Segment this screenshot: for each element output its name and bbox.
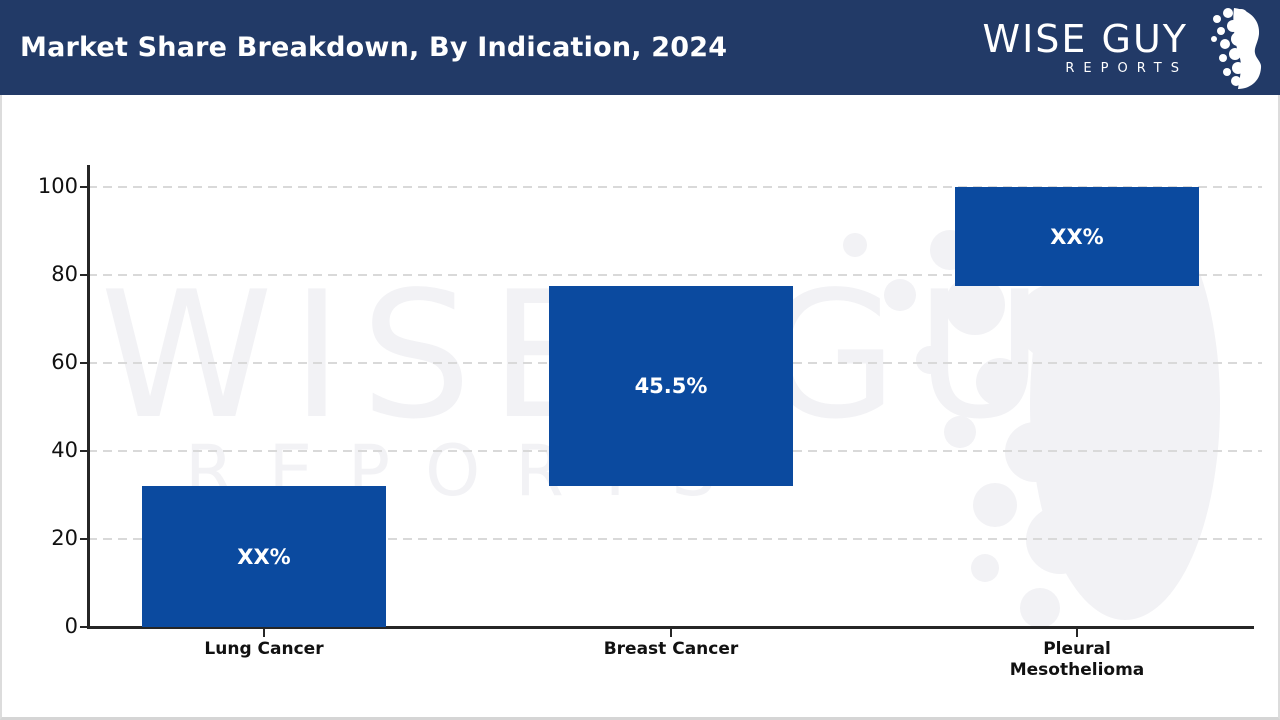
chart-canvas-frame: [0, 95, 1280, 720]
y-tick: [80, 450, 88, 452]
brand-logo: WISE GUY REPORTS: [983, 6, 1266, 90]
header-bar: Market Share Breakdown, By Indication, 2…: [0, 0, 1280, 95]
bar-value-label: XX%: [1050, 224, 1104, 249]
x-category-label: Breast Cancer: [603, 639, 739, 659]
bar-value-label: 45.5%: [634, 374, 708, 399]
y-tick-label: 60: [51, 350, 78, 374]
bar-value-label: XX%: [237, 544, 291, 569]
y-tick: [80, 186, 88, 188]
y-gridline: [88, 186, 1262, 188]
y-gridline: [88, 538, 1262, 540]
y-tick-label: 20: [51, 526, 78, 550]
bar: [955, 187, 1199, 286]
bar: [142, 486, 386, 627]
x-category-label: Lung Cancer: [204, 639, 324, 659]
x-axis-line: [87, 626, 1254, 629]
page-title: Market Share Breakdown, By Indication, 2…: [20, 32, 728, 63]
bar: [549, 286, 793, 487]
brand-name: WISE GUY: [982, 17, 1188, 61]
x-tick: [670, 629, 672, 637]
y-tick-label: 80: [51, 262, 78, 286]
x-tick: [263, 629, 265, 637]
y-gridline: [88, 274, 1262, 276]
y-tick: [80, 538, 88, 540]
wise-guy-head-icon: [1211, 7, 1262, 89]
y-axis-line: [87, 165, 90, 629]
x-tick: [1076, 629, 1078, 637]
y-tick-label: 40: [51, 438, 78, 462]
brand-logo-text: WISE GUY REPORTS: [983, 20, 1188, 75]
brand-subname: REPORTS: [1065, 61, 1188, 76]
y-tick: [80, 626, 88, 628]
x-category-label: Pleural Mesothelioma: [1009, 639, 1145, 681]
y-tick: [80, 274, 88, 276]
y-tick: [80, 362, 88, 364]
y-tick-label: 100: [37, 174, 78, 198]
y-tick-label: 0: [64, 614, 78, 638]
